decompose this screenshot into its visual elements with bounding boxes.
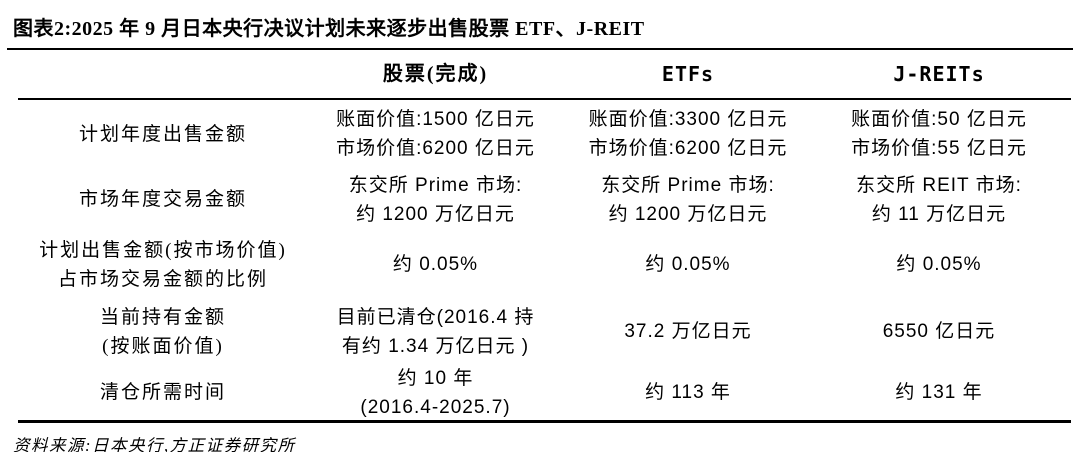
cell-line: 市场价值:6200 亿日元 [588,138,788,159]
cell-planned-sale-jreits: 账面价值:50 亿日元 市场价值:55 亿日元 [813,100,1065,168]
cell-line: 约 1200 万亿日元 [608,203,768,225]
caption-divider [7,48,1073,50]
cell-holdings-stocks: 目前已清仓(2016.4 持 有约 1.34 万亿日元 ) [308,298,563,365]
cell-line: 约 0.05% [645,254,731,275]
table-body: 计划年度出售金额 账面价值:1500 亿日元 市场价值:6200 亿日元 账面价… [18,100,1071,423]
label-line: 市场年度交易金额 [78,189,247,210]
cell-line: 约 0.05% [896,254,982,275]
cell-sale-ratio-etfs: 约 0.05% [563,231,813,298]
cell-line: 约 0.05% [392,254,479,275]
cell-line: 市场价值:55 亿日元 [851,138,1027,159]
cell-line: 6550 亿日元 [882,321,996,342]
header-cell-etfs: ETFs [661,61,715,86]
header-cell-blank [18,50,308,98]
table-row-current-holdings: 当前持有金额 (按账面价值) 目前已清仓(2016.4 持 有约 1.34 万亿… [18,298,1071,365]
cell-line: 约 131 年 [895,382,983,403]
data-table: 股票(完成) ETFs J-REITs 计划年度出售金额 账面价值:1500 亿… [18,50,1071,423]
cell-liquidation-stocks: 约 10 年 (2016.4-2025.7) [308,365,563,420]
cell-line: 东交所 Prime 市场: [348,174,523,196]
table-row-planned-annual-sale: 计划年度出售金额 账面价值:1500 亿日元 市场价值:6200 亿日元 账面价… [18,100,1071,168]
cell-line: 东交所 REIT 市场: [856,174,1022,196]
label-line: (按账面价值) [102,335,224,357]
cell-line: 目前已清仓(2016.4 持 [336,306,535,328]
table-header-row: 股票(完成) ETFs J-REITs [18,50,1071,100]
table-row-annual-market-trading: 市场年度交易金额 东交所 Prime 市场: 约 1200 万亿日元 东交所 P… [18,168,1071,231]
cell-line: 约 10 年 [397,367,474,389]
cell-line: 约 113 年 [645,382,731,403]
cell-market-trading-etfs: 东交所 Prime 市场: 约 1200 万亿日元 [563,168,813,231]
row-label-current-holdings: 当前持有金额 (按账面价值) [18,298,308,365]
cell-holdings-jreits: 6550 亿日元 [813,298,1065,365]
label-line: 计划出售金额(按市场价值) [39,239,287,261]
header-cell-jreits: J-REITs [893,61,985,86]
label-line: 清仓所需时间 [99,382,226,403]
row-label-sale-ratio: 计划出售金额(按市场价值) 占市场交易金额的比例 [18,231,308,298]
row-label-liquidation-time: 清仓所需时间 [18,365,308,420]
row-label-planned-annual-sale: 计划年度出售金额 [18,100,308,168]
label-line: 计划年度出售金额 [78,123,247,145]
row-label-annual-market-trading: 市场年度交易金额 [18,168,308,231]
table-row-sale-ratio: 计划出售金额(按市场价值) 占市场交易金额的比例 约 0.05% 约 0.05%… [18,231,1071,298]
cell-sale-ratio-stocks: 约 0.05% [308,231,563,298]
cell-line: 东交所 Prime 市场: [601,174,775,196]
cell-market-trading-jreits: 东交所 REIT 市场: 约 11 万亿日元 [813,168,1065,231]
cell-planned-sale-stocks: 账面价值:1500 亿日元 市场价值:6200 亿日元 [308,100,563,168]
cell-holdings-etfs: 37.2 万亿日元 [563,298,813,365]
cell-line: 账面价值:3300 亿日元 [588,109,788,130]
header-cell-stocks: 股票(完成) [382,62,489,85]
cell-line: 账面价值:50 亿日元 [851,109,1027,130]
cell-line: (2016.4-2025.7) [360,396,511,418]
cell-line: 账面价值:1500 亿日元 [336,109,535,130]
cell-planned-sale-etfs: 账面价值:3300 亿日元 市场价值:6200 亿日元 [563,100,813,168]
cell-liquidation-jreits: 约 131 年 [813,365,1065,420]
cell-line: 约 11 万亿日元 [871,203,1007,225]
cell-line: 37.2 万亿日元 [624,321,752,342]
source-note: 资料来源:日本央行,方正证券研究所 [13,436,296,452]
cell-liquidation-etfs: 约 113 年 [563,365,813,420]
table-row-liquidation-time: 清仓所需时间 约 10 年 (2016.4-2025.7) 约 113 年 约 … [18,365,1071,420]
cell-line: 市场价值:6200 亿日元 [336,138,535,159]
label-line: 当前持有金额 [99,306,226,328]
label-line: 占市场交易金额的比例 [57,268,268,290]
cell-market-trading-stocks: 东交所 Prime 市场: 约 1200 万亿日元 [308,168,563,231]
figure-caption: 图表2:2025 年 9 月日本央行决议计划未来逐步出售股票 ETF、J-REI… [13,18,645,40]
cell-line: 有约 1.34 万亿日元 ) [341,335,530,357]
cell-sale-ratio-jreits: 约 0.05% [813,231,1065,298]
cell-line: 约 1200 万亿日元 [356,203,515,225]
